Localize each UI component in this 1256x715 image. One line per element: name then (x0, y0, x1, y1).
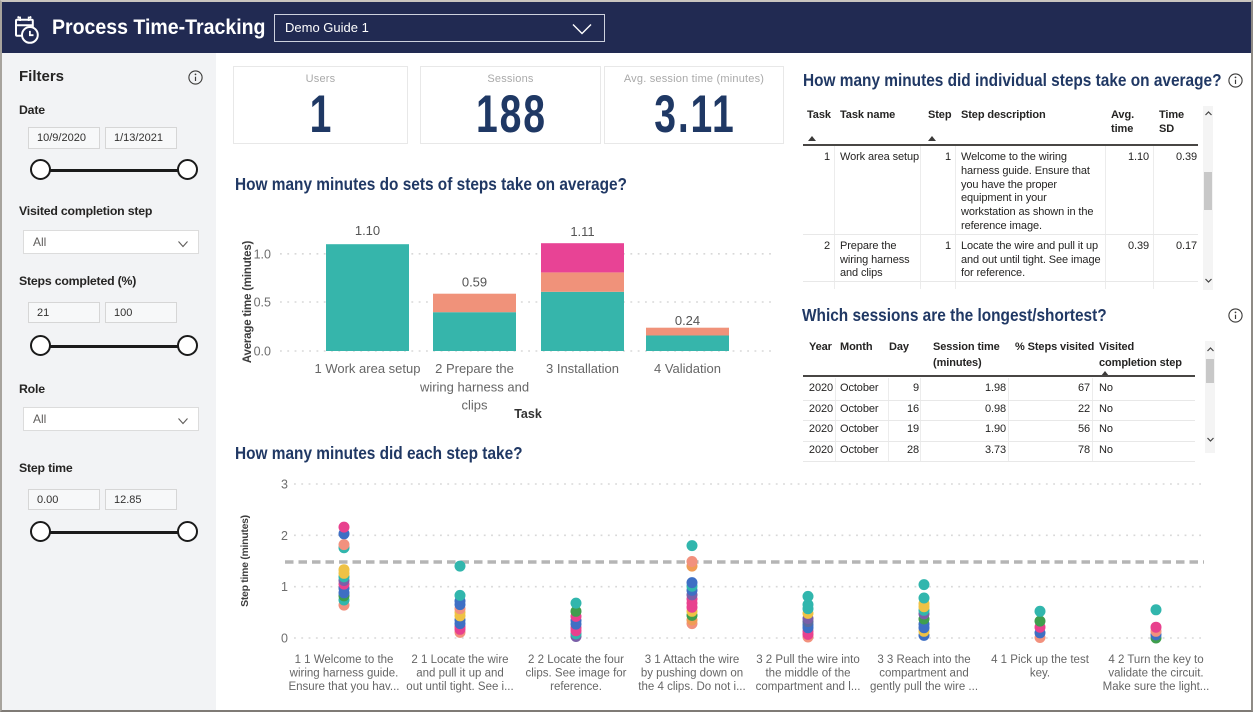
svg-text:Step time (minutes): Step time (minutes) (239, 515, 251, 607)
svg-text:2 2 Locate the four: 2 2 Locate the four (528, 654, 624, 666)
svg-text:1 Work area setup: 1 Work area setup (315, 361, 421, 376)
svg-text:0.5: 0.5 (254, 296, 271, 310)
svg-text:4 2 Turn the key to: 4 2 Turn the key to (1108, 654, 1203, 666)
svg-text:3: 3 (281, 478, 288, 492)
svg-text:1.0: 1.0 (254, 247, 271, 261)
svg-text:2: 2 (281, 529, 288, 543)
svg-text:validate the circuit.: validate the circuit. (1108, 668, 1203, 680)
svg-text:compartment and l...: compartment and l... (756, 681, 861, 693)
svg-text:3 3 Reach into the: 3 3 Reach into the (877, 654, 970, 666)
svg-text:1 1 Welcome to the: 1 1 Welcome to the (295, 654, 394, 666)
svg-text:the 4 clips. Do not i...: the 4 clips. Do not i... (638, 681, 745, 693)
svg-text:0.59: 0.59 (462, 275, 487, 290)
svg-text:and pull it up and: and pull it up and (416, 668, 504, 680)
svg-text:clips: clips (461, 398, 488, 413)
svg-text:Make sure the light...: Make sure the light... (1103, 681, 1210, 693)
svg-text:reference.: reference. (550, 681, 602, 693)
svg-text:3 1 Attach the wire: 3 1 Attach the wire (645, 654, 740, 666)
svg-text:compartment and: compartment and (879, 668, 969, 680)
svg-text:out until tight. See i...: out until tight. See i... (406, 681, 513, 693)
svg-text:3 Installation: 3 Installation (546, 361, 619, 376)
svg-text:2 1 Locate the wire: 2 1 Locate the wire (411, 654, 508, 666)
svg-text:the middle of the: the middle of the (765, 668, 850, 680)
svg-text:Task: Task (514, 407, 542, 421)
svg-text:wiring harness and: wiring harness and (419, 379, 529, 394)
svg-text:2 Prepare the: 2 Prepare the (435, 361, 514, 376)
svg-text:wiring harness guide.: wiring harness guide. (289, 668, 399, 680)
svg-text:gently pull the wire ...: gently pull the wire ... (870, 681, 978, 693)
svg-text:clips. See image for: clips. See image for (526, 668, 627, 680)
svg-text:1: 1 (281, 580, 288, 594)
svg-text:Average time (minutes): Average time (minutes) (242, 240, 254, 363)
svg-text:3 2 Pull the wire into: 3 2 Pull the wire into (756, 654, 860, 666)
svg-text:0: 0 (281, 632, 288, 646)
svg-text:1.10: 1.10 (355, 223, 380, 238)
svg-text:0.24: 0.24 (675, 313, 700, 328)
svg-text:4 1 Pick up the test: 4 1 Pick up the test (991, 654, 1090, 666)
svg-text:4 Validation: 4 Validation (654, 361, 721, 376)
svg-text:Ensure that you hav...: Ensure that you hav... (288, 681, 399, 693)
svg-text:0.0: 0.0 (254, 345, 271, 359)
svg-text:key.: key. (1030, 668, 1050, 680)
svg-text:by pushing down on: by pushing down on (641, 668, 743, 680)
svg-text:1.11: 1.11 (570, 224, 594, 239)
